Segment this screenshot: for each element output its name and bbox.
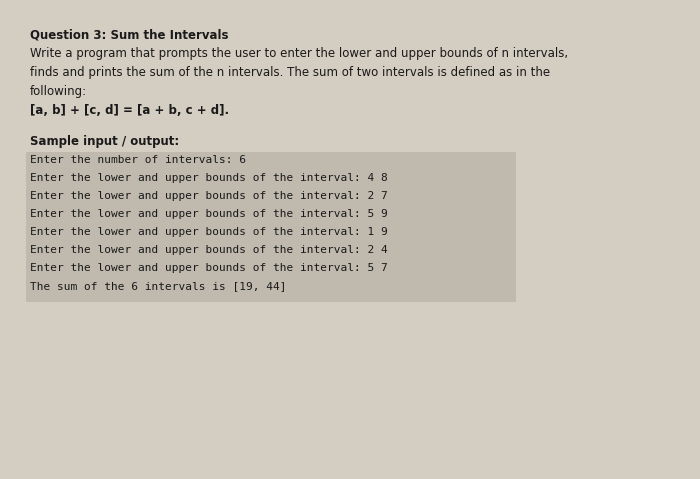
Text: [a, b] + [c, d] = [a + b, c + d].: [a, b] + [c, d] = [a + b, c + d]. — [30, 104, 229, 117]
Text: Enter the lower and upper bounds of the interval: 5 9: Enter the lower and upper bounds of the … — [30, 209, 388, 219]
Text: Enter the number of intervals: 6: Enter the number of intervals: 6 — [30, 155, 246, 165]
Text: Enter the lower and upper bounds of the interval: 1 9: Enter the lower and upper bounds of the … — [30, 227, 388, 237]
Text: following:: following: — [30, 85, 87, 98]
Text: Enter the lower and upper bounds of the interval: 4 8: Enter the lower and upper bounds of the … — [30, 173, 388, 183]
Text: Sample input / output:: Sample input / output: — [30, 135, 179, 148]
Text: Write a program that prompts the user to enter the lower and upper bounds of n i: Write a program that prompts the user to… — [30, 47, 568, 60]
Text: finds and prints the sum of the n intervals. The sum of two intervals is defined: finds and prints the sum of the n interv… — [30, 66, 550, 79]
Text: Enter the lower and upper bounds of the interval: 2 4: Enter the lower and upper bounds of the … — [30, 245, 388, 255]
Text: Enter the lower and upper bounds of the interval: 2 7: Enter the lower and upper bounds of the … — [30, 191, 388, 201]
Text: The sum of the 6 intervals is [19, 44]: The sum of the 6 intervals is [19, 44] — [30, 281, 286, 291]
Text: Enter the lower and upper bounds of the interval: 5 7: Enter the lower and upper bounds of the … — [30, 263, 388, 273]
Text: Question 3: Sum the Intervals: Question 3: Sum the Intervals — [30, 28, 228, 41]
